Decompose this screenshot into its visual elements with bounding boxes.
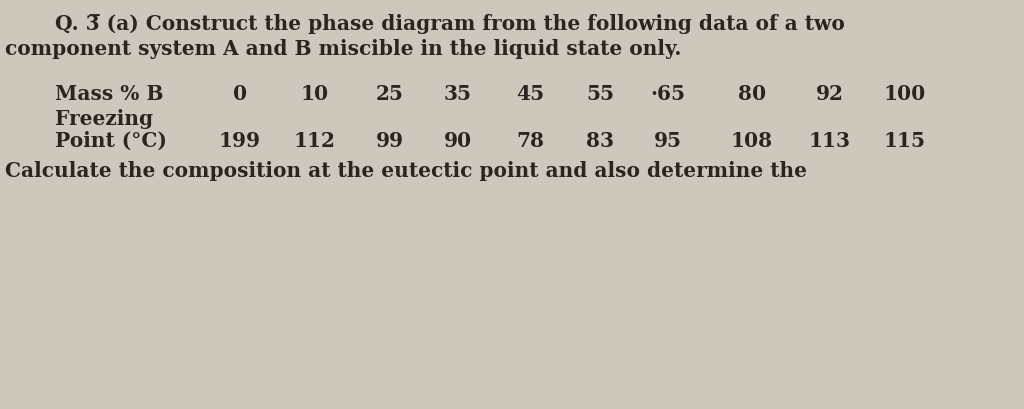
Text: 115: 115 (884, 131, 926, 151)
Text: 90: 90 (444, 131, 472, 151)
Text: 95: 95 (654, 131, 682, 151)
Text: 0: 0 (232, 84, 247, 104)
Text: 45: 45 (516, 84, 544, 104)
Text: 10: 10 (301, 84, 329, 104)
Text: Point (°C): Point (°C) (55, 131, 167, 151)
Text: 100: 100 (884, 84, 926, 104)
Text: 25: 25 (376, 84, 403, 104)
Text: 99: 99 (376, 131, 404, 151)
Text: ·65: ·65 (650, 84, 685, 104)
Text: 199: 199 (219, 131, 261, 151)
Text: 112: 112 (294, 131, 336, 151)
Text: 83: 83 (586, 131, 614, 151)
Text: Calculate the composition at the eutectic point and also determine the: Calculate the composition at the eutecti… (5, 161, 807, 181)
Text: Freezing: Freezing (55, 109, 154, 129)
Text: 55: 55 (586, 84, 614, 104)
Text: 92: 92 (816, 84, 844, 104)
Text: 108: 108 (731, 131, 773, 151)
Text: 80: 80 (738, 84, 766, 104)
Text: Mass % B: Mass % B (55, 84, 164, 104)
Text: 113: 113 (809, 131, 851, 151)
Text: 78: 78 (516, 131, 544, 151)
Text: Q. 3̅ (a) Construct the phase diagram from the following data of a two: Q. 3̅ (a) Construct the phase diagram fr… (55, 14, 845, 34)
Text: 35: 35 (444, 84, 472, 104)
Text: component system A and B miscible in the liquid state only.: component system A and B miscible in the… (5, 39, 681, 59)
